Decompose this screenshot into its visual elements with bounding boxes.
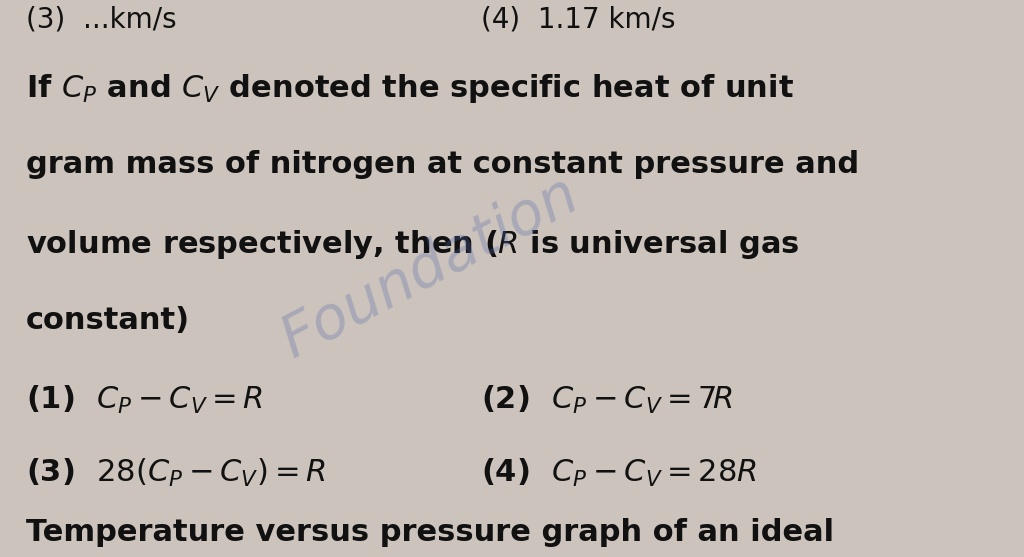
Text: Foundation: Foundation bbox=[272, 165, 588, 369]
Text: If $\mathit{C_P}$ and $\mathit{C_V}$ denoted the specific heat of unit: If $\mathit{C_P}$ and $\mathit{C_V}$ den… bbox=[26, 72, 794, 105]
Text: (2)  $\mathit{C_P} - \mathit{C_V} = 7R$: (2) $\mathit{C_P} - \mathit{C_V} = 7R$ bbox=[481, 384, 733, 417]
Text: (4)  $\mathit{C_P} - \mathit{C_V} = 28R$: (4) $\mathit{C_P} - \mathit{C_V} = 28R$ bbox=[481, 457, 758, 489]
Text: Temperature versus pressure graph of an ideal: Temperature versus pressure graph of an … bbox=[26, 518, 834, 547]
Text: (3)  $28(\mathit{C_P} - \mathit{C_V}) = R$: (3) $28(\mathit{C_P} - \mathit{C_V}) = R… bbox=[26, 457, 326, 489]
Text: (4)  1.17 km/s: (4) 1.17 km/s bbox=[481, 6, 676, 33]
Text: constant): constant) bbox=[26, 306, 189, 335]
Text: gram mass of nitrogen at constant pressure and: gram mass of nitrogen at constant pressu… bbox=[26, 150, 859, 179]
Text: (3)  ...km/s: (3) ...km/s bbox=[26, 6, 176, 33]
Text: (1)  $\mathit{C_P} - \mathit{C_V} = R$: (1) $\mathit{C_P} - \mathit{C_V} = R$ bbox=[26, 384, 263, 417]
Text: volume respectively, then ($R$ is universal gas: volume respectively, then ($R$ is univer… bbox=[26, 228, 799, 261]
